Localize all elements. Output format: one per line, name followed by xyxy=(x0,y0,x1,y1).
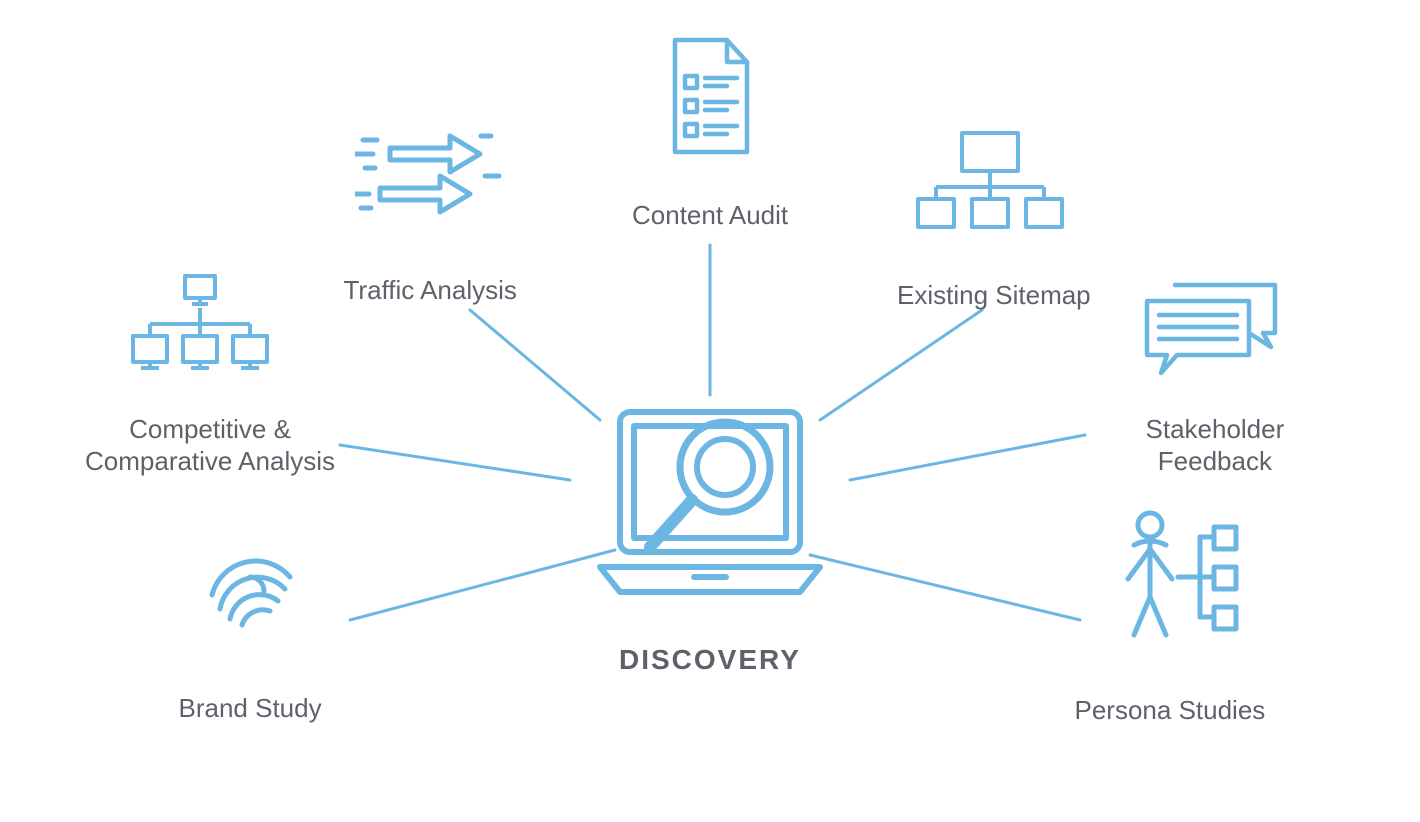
label-persona-studies: Persona Studies xyxy=(1075,694,1266,727)
center-label: DISCOVERY xyxy=(619,644,801,676)
fingerprint-icon xyxy=(190,517,310,643)
center-node-discovery xyxy=(580,382,840,618)
label-traffic-analysis: Traffic Analysis xyxy=(344,274,517,307)
node-persona-studies xyxy=(1100,507,1260,653)
person-tree-icon xyxy=(1100,507,1260,653)
laptop-magnifier-icon xyxy=(580,382,840,618)
chat-bubbles-icon xyxy=(1135,275,1285,396)
label-stakeholder-feedback: Stakeholder Feedback xyxy=(1146,413,1285,478)
label-brand-study: Brand Study xyxy=(179,692,322,725)
node-existing-sitemap xyxy=(910,127,1070,243)
label-existing-sitemap: Existing Sitemap xyxy=(897,279,1091,312)
network-monitors-icon xyxy=(125,272,275,388)
node-content-audit xyxy=(655,32,765,168)
document-icon xyxy=(655,32,765,168)
sitemap-icon xyxy=(910,127,1070,243)
speed-arrows-icon xyxy=(355,122,505,238)
diagram-stage: DISCOVERY Brand Study xyxy=(0,0,1420,822)
node-traffic-analysis xyxy=(355,122,505,238)
node-stakeholder-feedback xyxy=(1135,275,1285,396)
label-competitive-analysis: Competitive & Comparative Analysis xyxy=(85,413,335,478)
label-content-audit: Content Audit xyxy=(632,199,788,232)
node-competitive-analysis xyxy=(125,272,275,388)
node-brand-study xyxy=(190,517,310,643)
